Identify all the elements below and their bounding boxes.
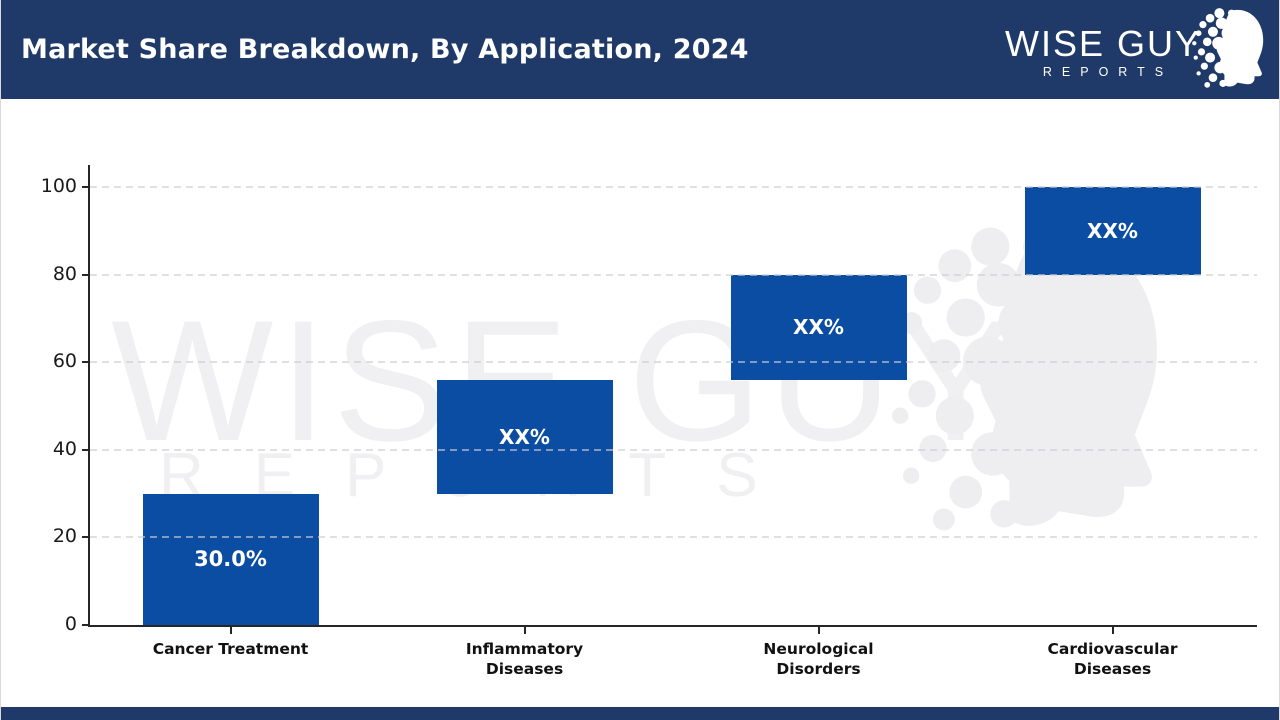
y-tick-mark xyxy=(82,273,89,276)
y-tick-label: 20 xyxy=(52,525,77,548)
y-tick-label: 60 xyxy=(52,350,77,373)
y-tick-mark xyxy=(82,536,89,539)
footer-bar xyxy=(1,707,1279,720)
header: Market Share Breakdown, By Application, … xyxy=(1,0,1279,99)
bar-segment: XX% xyxy=(436,379,613,494)
bar-value-label: XX% xyxy=(1087,218,1138,243)
dotted-head-profile-icon xyxy=(1192,8,1264,88)
bar-segment: XX% xyxy=(730,274,907,380)
y-tick-mark xyxy=(82,361,89,364)
y-tick-label: 80 xyxy=(52,262,77,285)
bar-value-label: XX% xyxy=(499,424,550,449)
gridline xyxy=(90,536,1257,539)
y-tick-label: 0 xyxy=(64,613,77,635)
gridline xyxy=(90,186,1257,188)
bar-segment: XX% xyxy=(1024,187,1201,275)
x-tick-mark xyxy=(817,627,820,634)
brand-logo: WISE GUY REPORTS xyxy=(1005,6,1271,92)
gridline xyxy=(90,448,1257,451)
y-tick-mark xyxy=(82,186,89,188)
x-axis xyxy=(88,625,1257,627)
bar-segment: 30.0% xyxy=(142,493,319,625)
x-tick-mark xyxy=(229,627,232,634)
x-category-label: Inflammatory Diseases xyxy=(465,640,584,678)
bar-value-label: 30.0% xyxy=(194,547,267,572)
y-tick-mark xyxy=(82,448,89,451)
x-tick-mark xyxy=(523,627,526,634)
gridline xyxy=(90,361,1257,364)
x-category-label: Neurological Disorders xyxy=(763,640,874,678)
page-title: Market Share Breakdown, By Application, … xyxy=(21,34,749,65)
y-axis xyxy=(88,165,90,627)
brand-subname: REPORTS xyxy=(1042,64,1174,79)
x-category-label: Cardiovascular Diseases xyxy=(1047,640,1178,678)
gridline xyxy=(90,273,1257,276)
bar-value-label: XX% xyxy=(793,315,844,340)
x-category-label: Cancer Treatment xyxy=(152,640,309,658)
brand-name: WISE GUY xyxy=(1004,23,1201,65)
y-tick-label: 100 xyxy=(40,175,77,197)
y-tick-label: 40 xyxy=(52,437,77,460)
y-tick-mark xyxy=(82,624,89,626)
x-tick-mark xyxy=(1111,627,1114,634)
